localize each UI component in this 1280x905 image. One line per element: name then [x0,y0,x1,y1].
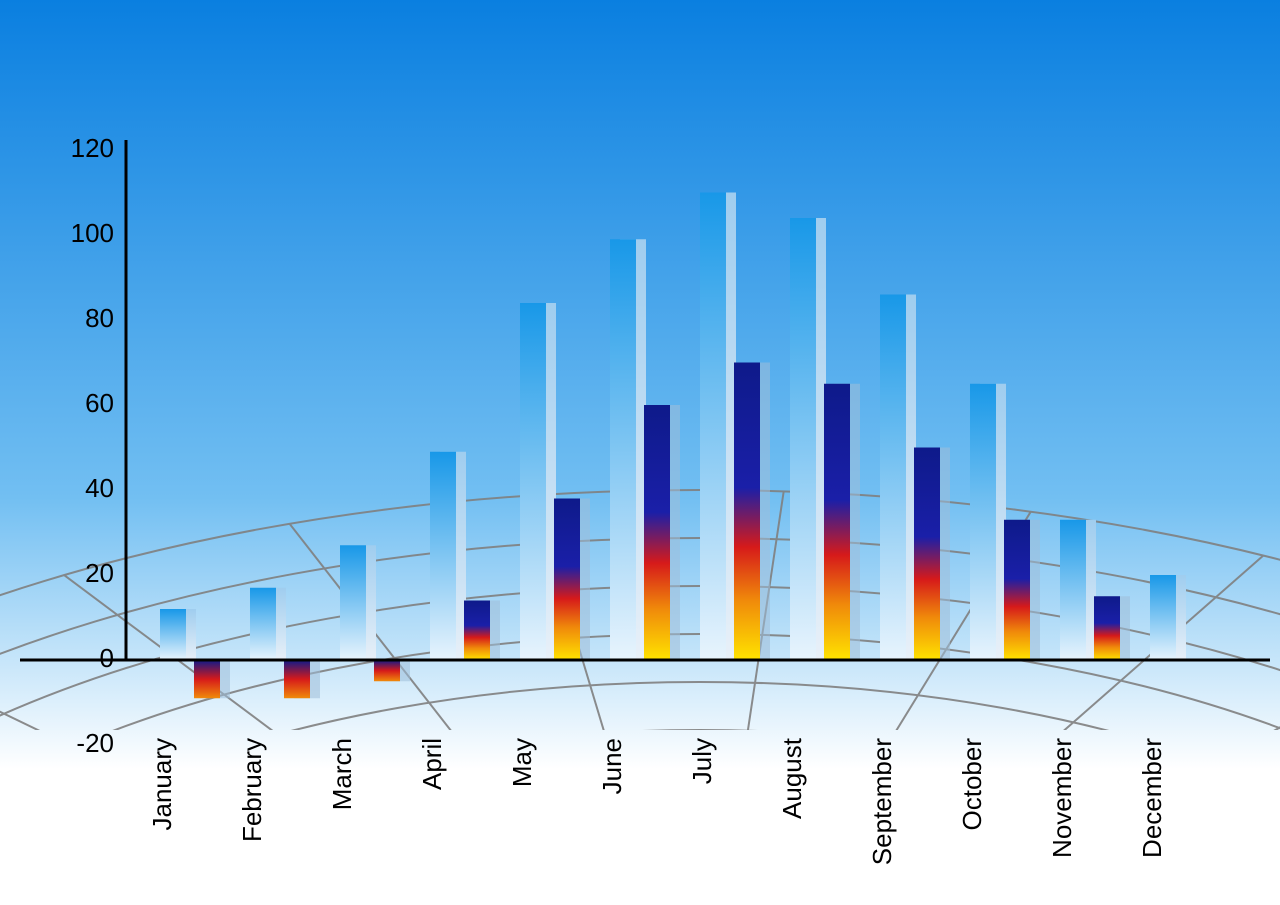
x-category-label: March [327,738,357,810]
bar-series-a [340,545,366,660]
bar-series-b [914,448,940,661]
bar-series-b [644,405,670,660]
bar-series-b [734,363,760,661]
bar-series-b [374,660,400,681]
bar-series-a [790,218,816,660]
bar-series-a [880,295,906,661]
bar-series-b [824,384,850,660]
bar-series-b [284,660,310,698]
bar-series-a [700,193,726,661]
bar-series-a [520,303,546,660]
y-tick-label: 20 [85,558,114,588]
x-category-label: October [957,738,987,831]
x-category-label: April [417,738,447,790]
x-category-label: August [777,737,807,819]
bar-series-b [1004,520,1030,660]
monthly-bar-chart: -20 0 20 40 60 80 100 120 January February March A… [0,0,1280,905]
x-category-label: November [1047,738,1077,858]
y-tick-label: 40 [85,473,114,503]
x-category-label: June [597,738,627,794]
y-tick-label: -20 [76,728,114,758]
x-category-label: September [867,738,897,866]
y-tick-label: 100 [71,218,114,248]
bar-series-a [250,588,276,660]
x-category-label: May [507,738,537,787]
bar-series-a [610,239,636,660]
y-tick-label: 80 [85,303,114,333]
x-category-label: July [687,738,717,784]
y-tick-label: 60 [85,388,114,418]
y-tick-label: 120 [71,133,114,163]
bar-series-a [970,384,996,660]
bar-series-b [194,660,220,698]
bar-series-a [160,609,186,660]
bar-series-b [1094,596,1120,660]
x-category-label: December [1137,738,1167,858]
bar-series-a [430,452,456,660]
bar-series-b [554,499,580,661]
bar-series-a [1060,520,1086,660]
bar-series-a [1150,575,1176,660]
bar-series-b [464,601,490,661]
x-category-label: January [147,738,177,831]
y-tick-label: 0 [100,643,114,673]
x-category-label: February [237,738,267,842]
